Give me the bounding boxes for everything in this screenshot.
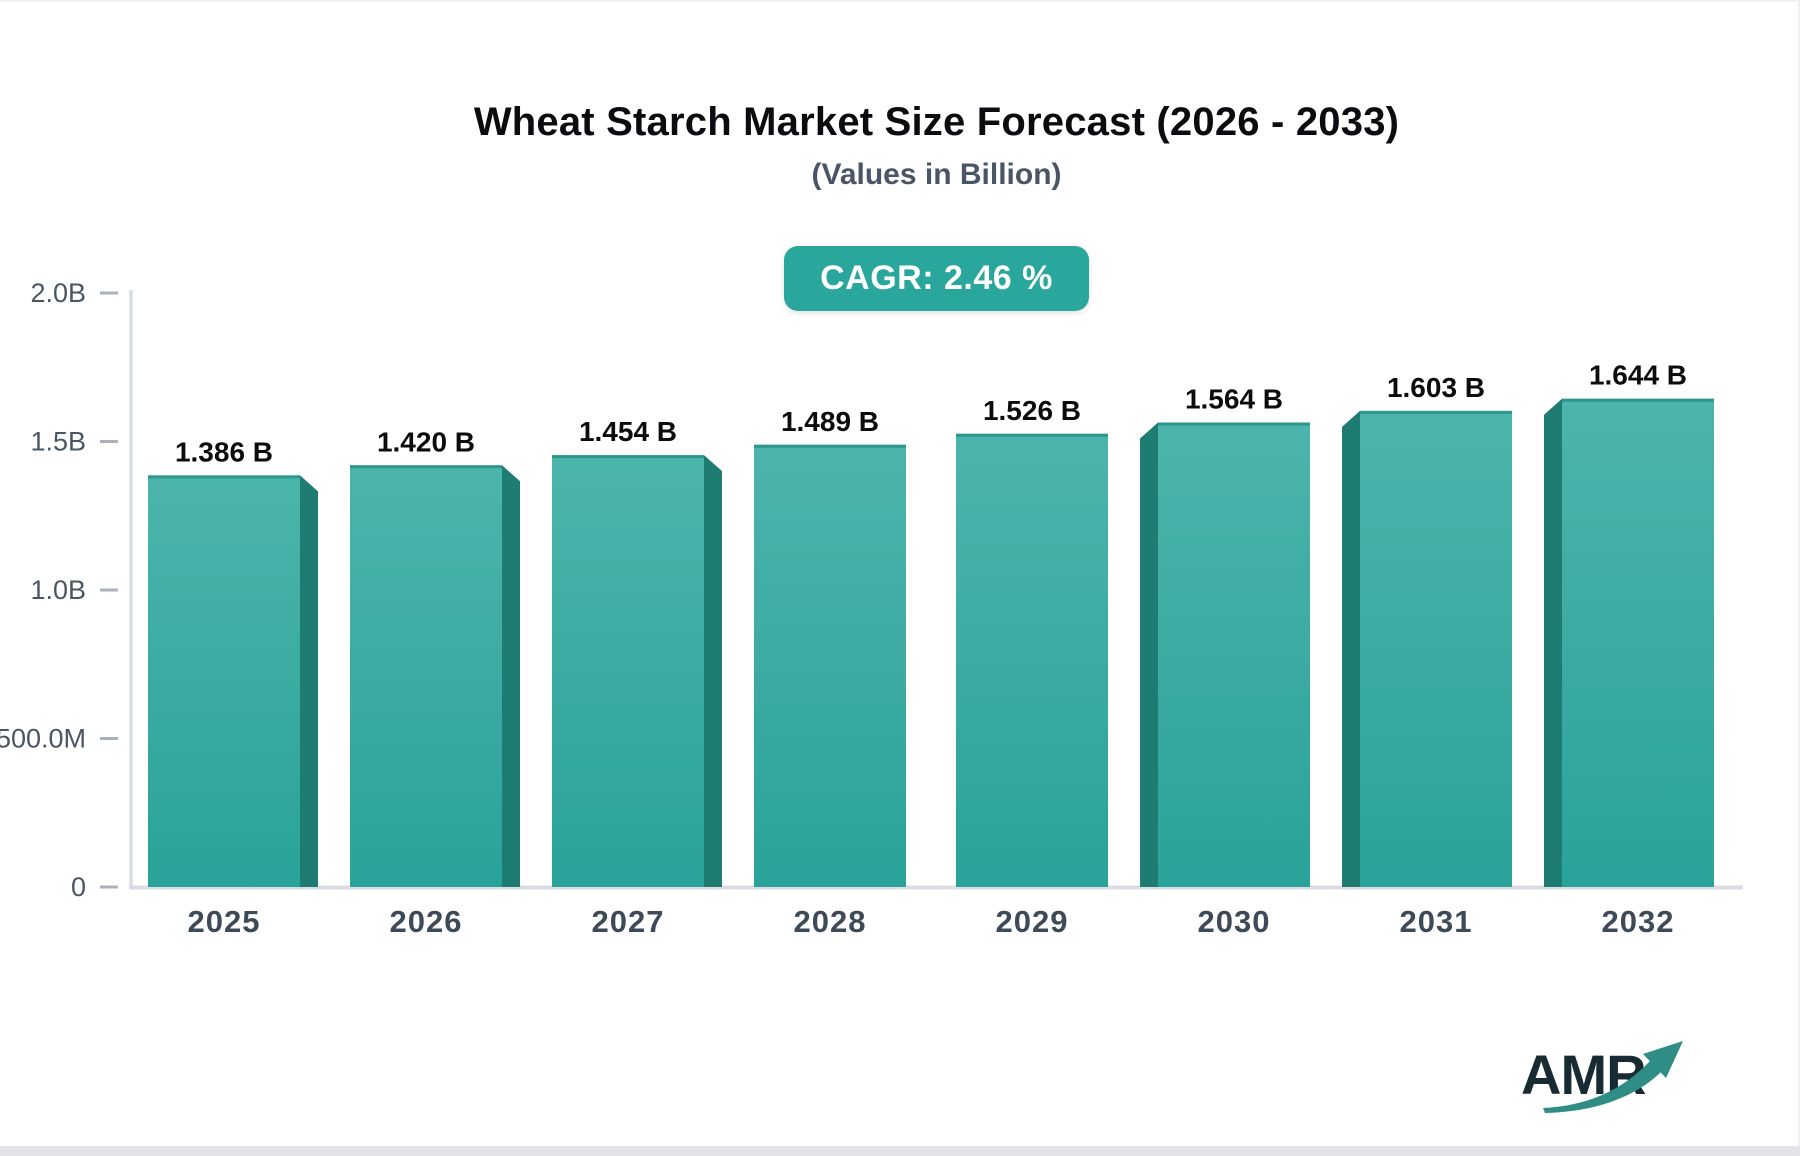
bar-side-face [300,475,318,887]
right-border [1798,0,1800,1156]
bottom-border-strip [0,1146,1800,1156]
bar-value-label: 1.420 B [377,426,475,457]
bar-front-face [1562,398,1714,887]
bar-front-face [148,475,300,887]
bar-value-label: 1.603 B [1387,372,1485,403]
bar-side-face [1544,398,1562,887]
bar-value-label: 1.526 B [983,395,1081,426]
cagr-badge: CAGR: 2.46 % [784,246,1089,311]
bar-value-label: 1.564 B [1185,383,1283,414]
bar-2026 [350,465,520,887]
bar-front-face [1360,410,1512,887]
bar-front-face [754,444,906,887]
bar-side-face [704,455,722,887]
x-category-label: 2031 [1400,904,1473,939]
top-border [0,0,1800,2]
bar-2030 [1140,422,1310,887]
chart-title: Wheat Starch Market Size Forecast (2026 … [473,100,1400,144]
bar-front-face [552,455,704,887]
amr-logo-graphic: AMR [1521,1041,1683,1113]
x-category-label: 2027 [592,904,665,939]
bar-2031 [1342,410,1512,887]
chart-header: Wheat Starch Market Size Forecast (2026 … [130,0,1743,311]
bar-value-label: 1.489 B [781,406,879,437]
x-category-label: 2028 [794,904,867,939]
growth-arrow-icon [1543,1041,1683,1113]
bar-front-face [956,433,1108,887]
y-tick-label: 1.0B [30,575,86,605]
x-category-label: 2029 [996,904,1069,939]
x-category-label: 2032 [1602,904,1675,939]
bar-front-face [350,465,502,887]
bar-side-face [502,465,520,887]
bar-2032 [1544,398,1714,887]
bar-front-face [1158,422,1310,887]
amr-logo: AMR [1515,1032,1705,1117]
bar-value-label: 1.386 B [175,436,273,467]
x-category-label: 2026 [390,904,463,939]
bar-2027 [552,455,722,887]
x-category-label: 2025 [188,904,261,939]
bar-side-face [1342,410,1360,887]
y-tick-label: 2.0B [30,278,86,308]
chart-subtitle: (Values in Billion) [811,158,1062,191]
y-tick-label: 0 [71,872,86,902]
bar-value-label: 1.454 B [579,416,677,447]
bar-side-face [1140,422,1158,887]
bar-2029 [956,433,1108,887]
bar-2028 [754,444,906,887]
bar-2025 [148,475,318,887]
x-category-label: 2030 [1198,904,1271,939]
bar-value-label: 1.644 B [1589,360,1687,391]
y-tick-label: 500.0M [0,724,86,754]
logo-text: AMR [1521,1043,1646,1106]
y-tick-label: 1.5B [30,427,86,457]
